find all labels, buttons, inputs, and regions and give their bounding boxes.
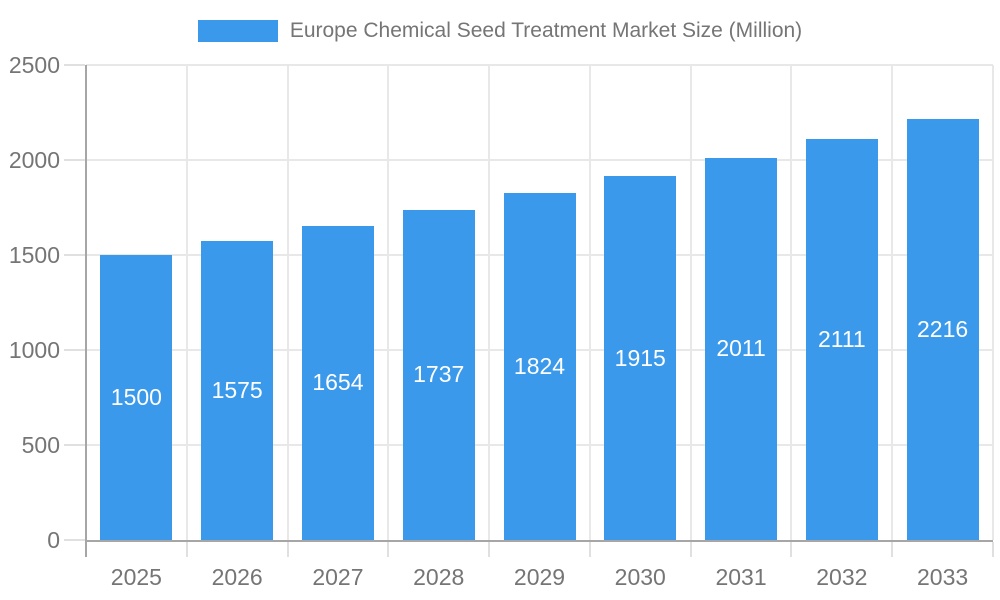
y-axis-line xyxy=(85,65,87,557)
y-gridline xyxy=(86,64,993,66)
bar-value-label: 1915 xyxy=(614,344,666,371)
x-gridline xyxy=(387,65,390,540)
y-axis-tick xyxy=(64,444,85,446)
x-gridline xyxy=(286,65,289,540)
x-gridline xyxy=(790,65,793,540)
x-axis-label: 2025 xyxy=(110,564,162,590)
legend-swatch xyxy=(197,20,278,42)
x-axis-label: 2028 xyxy=(413,564,465,590)
bar-value-label: 1500 xyxy=(110,384,162,410)
bar-value-label: 2011 xyxy=(716,335,766,362)
x-axis-label: 2032 xyxy=(816,564,868,590)
bar[interactable]: 1824 xyxy=(503,193,576,540)
x-axis-tick xyxy=(286,542,289,557)
y-axis-tick xyxy=(64,539,85,541)
y-axis-label: 1500 xyxy=(8,242,60,268)
x-axis-label: 2030 xyxy=(614,564,666,590)
legend-label: Europe Chemical Seed Treatment Market Si… xyxy=(289,19,803,42)
x-gridline xyxy=(185,65,188,540)
bar-value-label: 1824 xyxy=(513,353,566,380)
bar[interactable]: 2111 xyxy=(805,138,878,540)
plot-area: 1500 1575 1654 1737 1824 1915 2011 2111 2216 xyxy=(86,64,994,540)
y-axis-label: 1000 xyxy=(8,337,60,363)
y-axis-label: 2500 xyxy=(8,52,60,78)
x-axis-tick xyxy=(387,542,390,557)
bar-value-label: 1654 xyxy=(312,369,364,396)
bar[interactable]: 1575 xyxy=(201,240,274,540)
x-axis-label: 2026 xyxy=(211,564,263,590)
bar-value-label: 2216 xyxy=(917,315,969,342)
x-gridline xyxy=(488,65,491,540)
x-axis-line xyxy=(85,540,993,542)
x-axis-label: 2033 xyxy=(917,564,969,590)
bar[interactable]: 1915 xyxy=(604,176,677,540)
bar[interactable]: 1500 xyxy=(100,255,173,540)
bar[interactable]: 2216 xyxy=(906,118,979,540)
x-axis-label: 2027 xyxy=(312,564,364,590)
bar-value-label: 2111 xyxy=(817,325,866,352)
y-axis-tick xyxy=(64,159,85,161)
y-axis-label: 0 xyxy=(47,527,60,553)
x-gridline xyxy=(689,65,692,540)
x-axis-tick xyxy=(185,542,188,557)
x-gridline xyxy=(891,65,894,540)
y-axis-label: 500 xyxy=(21,432,60,458)
bar[interactable]: 1654 xyxy=(301,225,374,540)
y-axis-tick xyxy=(64,64,85,66)
x-axis-tick xyxy=(689,542,692,557)
x-axis-tick xyxy=(992,542,994,557)
legend-item[interactable]: Europe Chemical Seed Treatment Market Si… xyxy=(0,18,1000,44)
x-axis-tick xyxy=(891,542,894,557)
bar[interactable]: 2011 xyxy=(705,157,778,540)
x-axis-label: 2031 xyxy=(715,564,767,590)
bar-value-label: 1575 xyxy=(211,376,263,403)
y-axis-label: 2000 xyxy=(8,147,60,173)
y-axis-tick xyxy=(64,254,85,256)
bar[interactable]: 1737 xyxy=(402,209,475,540)
y-gridline xyxy=(86,159,993,161)
x-axis-label: 2029 xyxy=(513,564,566,590)
y-axis-tick xyxy=(64,349,85,351)
bar-value-label: 1737 xyxy=(413,361,465,388)
x-axis-tick xyxy=(488,542,491,557)
x-gridline xyxy=(588,65,591,540)
x-gridline xyxy=(992,65,994,540)
x-axis-tick xyxy=(588,542,591,557)
x-axis-tick xyxy=(790,542,793,557)
